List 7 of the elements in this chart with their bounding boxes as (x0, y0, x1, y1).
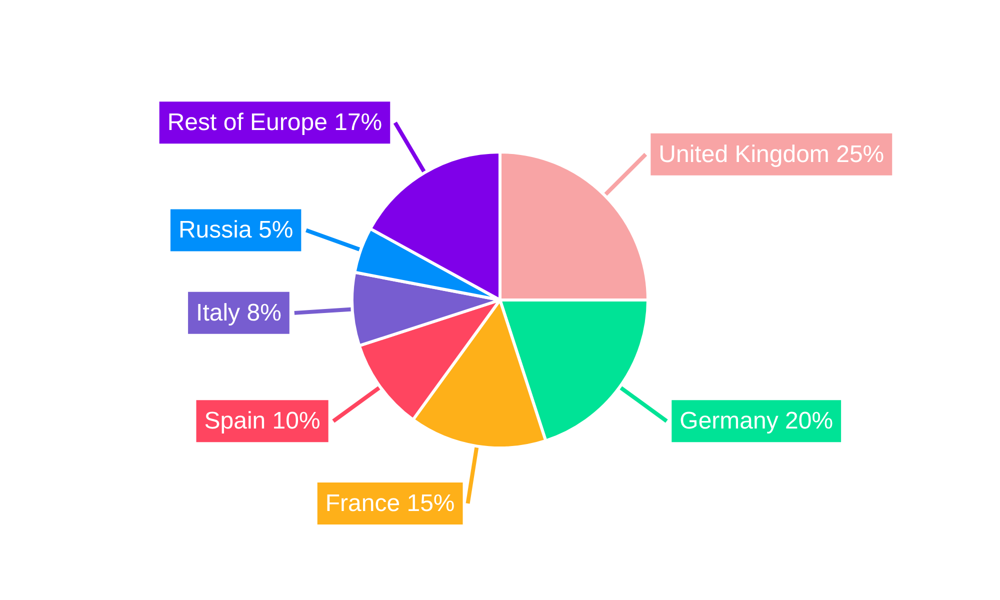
slice-label: France 15% (325, 490, 455, 517)
slice-label: Italy 8% (196, 299, 282, 326)
slice-label: Spain 10% (204, 408, 320, 435)
slice-label: United Kingdom 25% (658, 140, 884, 168)
slice-label: Germany 20% (680, 408, 834, 435)
slice-label: Russia 5% (178, 216, 294, 244)
slice-label: Rest of Europe 17% (167, 109, 382, 136)
